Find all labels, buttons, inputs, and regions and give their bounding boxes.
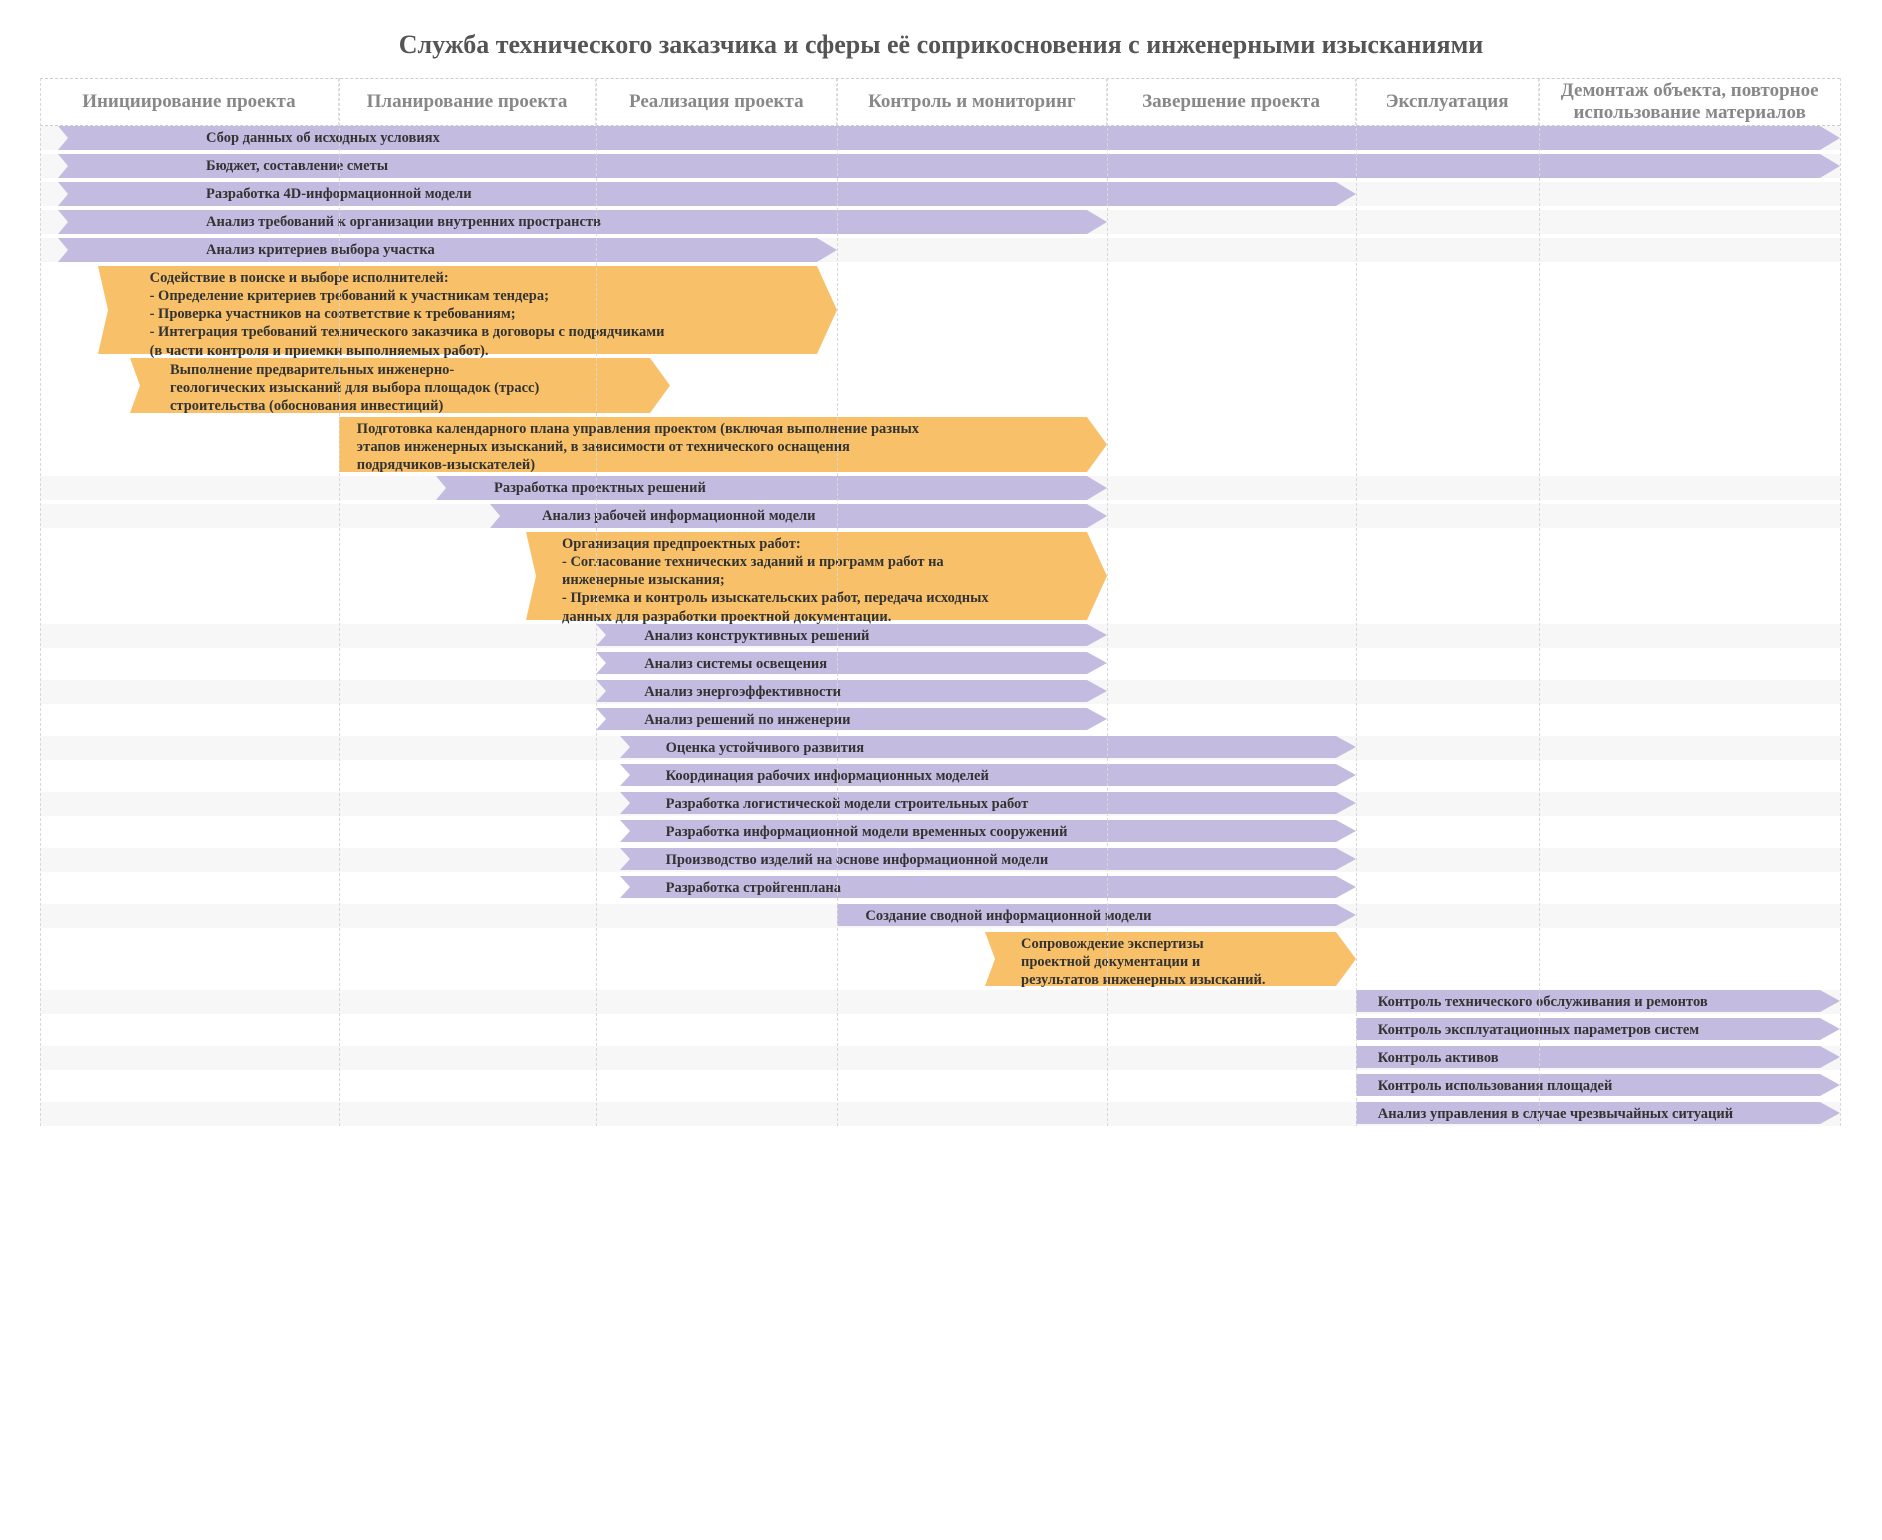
timeline-row: Выполнение предварительных инженерно- ге… (40, 358, 1840, 413)
stage-headers: Инициирование проектаПланирование проект… (40, 78, 1840, 126)
activity-bar: Контроль технического обслуживания и рем… (1356, 990, 1840, 1012)
activity-label: Оценка устойчивого развития (638, 736, 1336, 758)
activity-label: Организация предпроектных работ: - Согла… (544, 532, 1087, 620)
timeline-row: Разработка информационной модели временн… (40, 820, 1840, 844)
activity-bar: Контроль эксплуатационных параметров сис… (1356, 1018, 1840, 1040)
activity-bar: Анализ критериев выбора участка (58, 238, 837, 262)
timeline-row: Разработка стройгенплана (40, 876, 1840, 900)
activity-label: Разработка 4D-информационной модели (76, 182, 1336, 206)
activity-label: Анализ рабочей информационной модели (508, 504, 1087, 528)
activity-bar: Анализ энергоэффективности (596, 680, 1107, 702)
timeline-row: Анализ энергоэффективности (40, 680, 1840, 704)
activity-bar: Сопровождение экспертизы проектной докум… (985, 932, 1356, 986)
activity-bar: Разработка проектных решений (436, 476, 1107, 500)
activity-label: Бюджет, составление сметы (76, 154, 1820, 178)
timeline-row: Анализ системы освещения (40, 652, 1840, 676)
timeline-row: Разработка проектных решений (40, 476, 1840, 500)
activity-label: Разработка логистической модели строител… (638, 792, 1336, 814)
timeline-row: Оценка устойчивого развития (40, 736, 1840, 760)
timeline-row: Производство изделий на основе информаци… (40, 848, 1840, 872)
activity-bar: Анализ управления в случае чрезвычайных … (1356, 1102, 1840, 1124)
stage-header: Эксплуатация (1356, 79, 1540, 125)
bar-rows: Сбор данных об исходных условиях Бюджет, … (40, 126, 1840, 1126)
timeline-row: Анализ конструктивных решений (40, 624, 1840, 648)
timeline-row: Организация предпроектных работ: - Согла… (40, 532, 1840, 620)
timeline-row: Содействие в поиске и выборе исполнителе… (40, 266, 1840, 354)
timeline-row: Контроль использования площадей (40, 1074, 1840, 1098)
activity-bar: Разработка стройгенплана (620, 876, 1356, 898)
timeline-row: Сбор данных об исходных условиях (40, 126, 1840, 150)
activity-label: Сбор данных об исходных условиях (76, 126, 1820, 150)
activity-label: Анализ решений по инженерии (614, 708, 1087, 730)
activity-bar: Создание сводной информационной модели (837, 904, 1355, 926)
activity-bar: Организация предпроектных работ: - Согла… (526, 532, 1107, 620)
activity-bar: Разработка 4D-информационной модели (58, 182, 1356, 206)
timeline-row: Анализ решений по инженерии (40, 708, 1840, 732)
activity-label: Содействие в поиске и выборе исполнителе… (116, 266, 818, 354)
timeline-row: Подготовка календарного плана управления… (40, 417, 1840, 472)
activity-label: Контроль эксплуатационных параметров сис… (1356, 1018, 1820, 1040)
activity-bar: Сбор данных об исходных условиях (58, 126, 1840, 150)
activity-bar: Разработка информационной модели временн… (620, 820, 1356, 842)
activity-label: Анализ критериев выбора участка (76, 238, 817, 262)
activity-bar: Производство изделий на основе информаци… (620, 848, 1356, 870)
timeline-row: Бюджет, составление сметы (40, 154, 1840, 178)
activity-label: Разработка стройгенплана (638, 876, 1336, 898)
activity-label: Координация рабочих информационных модел… (638, 764, 1336, 786)
activity-label: Контроль активов (1356, 1046, 1820, 1068)
activity-bar: Разработка логистической модели строител… (620, 792, 1356, 814)
activity-label: Подготовка календарного плана управления… (339, 417, 1088, 472)
stage-header: Контроль и мониторинг (837, 79, 1107, 125)
activity-bar: Оценка устойчивого развития (620, 736, 1356, 758)
activity-bar: Контроль активов (1356, 1046, 1840, 1068)
stage-header: Планирование проекта (339, 79, 596, 125)
stage-header: Инициирование проекта (40, 79, 339, 125)
activity-bar: Бюджет, составление сметы (58, 154, 1840, 178)
timeline-row: Контроль эксплуатационных параметров сис… (40, 1018, 1840, 1042)
timeline-row: Анализ управления в случае чрезвычайных … (40, 1102, 1840, 1126)
timeline-row: Контроль активов (40, 1046, 1840, 1070)
activity-bar: Анализ решений по инженерии (596, 708, 1107, 730)
stage-header: Завершение проекта (1107, 79, 1355, 125)
activity-bar: Выполнение предварительных инженерно- ге… (130, 358, 670, 413)
activity-label: Разработка информационной модели временн… (638, 820, 1336, 842)
timeline-row: Анализ требований к организации внутренн… (40, 210, 1840, 234)
activity-label: Сопровождение экспертизы проектной докум… (1003, 932, 1336, 986)
activity-bar: Подготовка календарного плана управления… (339, 417, 1108, 472)
page-title: Служба технического заказчика и сферы её… (40, 30, 1842, 60)
activity-label: Анализ требований к организации внутренн… (76, 210, 1087, 234)
activity-bar: Координация рабочих информационных модел… (620, 764, 1356, 786)
activity-label: Анализ энергоэффективности (614, 680, 1087, 702)
stage-header: Демонтаж объекта, повторное использовани… (1539, 79, 1840, 125)
activity-label: Контроль технического обслуживания и рем… (1356, 990, 1820, 1012)
timeline-chart: Инициирование проектаПланирование проект… (40, 78, 1840, 1126)
activity-label: Разработка проектных решений (454, 476, 1087, 500)
stage-header: Реализация проекта (596, 79, 837, 125)
activity-bar: Контроль использования площадей (1356, 1074, 1840, 1096)
activity-bar: Анализ рабочей информационной модели (490, 504, 1107, 528)
timeline-row: Разработка 4D-информационной модели (40, 182, 1840, 206)
activity-label: Производство изделий на основе информаци… (638, 848, 1336, 870)
activity-label: Анализ системы освещения (614, 652, 1087, 674)
activity-label: Контроль использования площадей (1356, 1074, 1820, 1096)
activity-bar: Анализ требований к организации внутренн… (58, 210, 1107, 234)
activity-label: Анализ управления в случае чрезвычайных … (1356, 1102, 1820, 1124)
activity-label: Анализ конструктивных решений (614, 624, 1087, 646)
activity-bar: Анализ системы освещения (596, 652, 1107, 674)
timeline-row: Анализ критериев выбора участка (40, 238, 1840, 262)
timeline-row: Анализ рабочей информационной модели (40, 504, 1840, 528)
timeline-row: Координация рабочих информационных модел… (40, 764, 1840, 788)
activity-label: Создание сводной информационной модели (837, 904, 1335, 926)
timeline-row: Контроль технического обслуживания и рем… (40, 990, 1840, 1014)
activity-bar: Содействие в поиске и выборе исполнителе… (98, 266, 838, 354)
activity-bar: Анализ конструктивных решений (596, 624, 1107, 646)
timeline-row: Сопровождение экспертизы проектной докум… (40, 932, 1840, 986)
activity-label: Выполнение предварительных инженерно- ге… (148, 358, 650, 413)
timeline-row: Создание сводной информационной модели (40, 904, 1840, 928)
timeline-row: Разработка логистической модели строител… (40, 792, 1840, 816)
